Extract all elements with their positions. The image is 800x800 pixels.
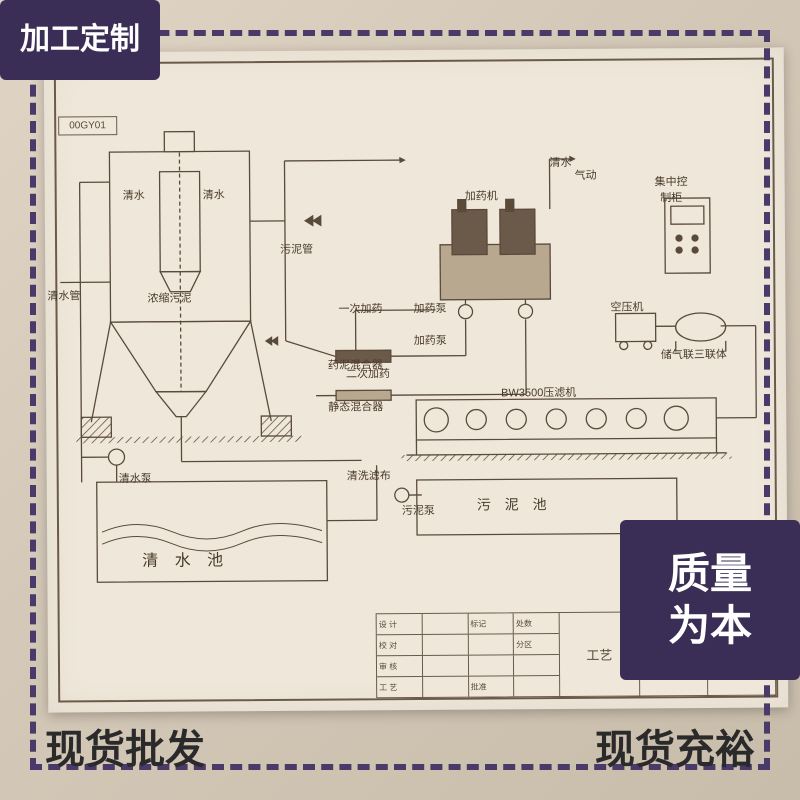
tb-cell: 校 对	[377, 635, 423, 655]
clarifier-tank	[74, 131, 301, 444]
label: 清 水 池	[142, 546, 229, 571]
label: 静态混合器	[328, 398, 383, 414]
tb-cell	[423, 656, 469, 676]
tb-cell: 审 核	[377, 656, 423, 676]
label: 清水管	[47, 287, 80, 303]
badge-text: 为本	[668, 600, 752, 653]
air-compressor	[616, 313, 656, 349]
caption-bottom-left: 现货批发	[45, 717, 205, 775]
tb-cell	[468, 634, 514, 654]
caption-bottom-right: 现货充裕	[595, 717, 755, 775]
label: BW3500压滤机	[501, 384, 576, 401]
badge-top-left: 加工定制	[0, 0, 160, 80]
label: 气动	[575, 167, 597, 183]
label: 清水	[203, 186, 225, 202]
label: 清水泵	[119, 470, 152, 486]
control-cabinet	[665, 198, 711, 273]
label: 集中控 制柜	[655, 173, 688, 205]
tb-cell: 处数	[514, 613, 559, 633]
label: 加药机	[465, 187, 498, 203]
tb-cell	[468, 655, 514, 675]
label: 浓缩污泥	[147, 290, 191, 306]
tb-cell: 分区	[514, 634, 559, 654]
label: 清水	[549, 154, 571, 170]
tb-cell	[423, 677, 469, 697]
badge-bottom-right: 质量 为本	[620, 520, 800, 680]
tb-cell	[514, 676, 559, 696]
tb-cell: 设 计	[377, 614, 423, 634]
label: 储气联三联体	[661, 346, 727, 362]
tb-cell	[514, 655, 559, 675]
label: 清水	[123, 187, 145, 203]
belt-press	[401, 398, 731, 461]
tb-cell: 工 艺	[377, 677, 423, 697]
badge-text: 加工定制	[20, 21, 140, 59]
tb-cell	[423, 635, 469, 655]
tb-cell	[422, 614, 468, 634]
label: 污 泥 池	[477, 494, 552, 515]
badge-text: 质量	[668, 548, 752, 601]
label: 加药泵	[413, 300, 446, 316]
label: 污泥泵	[402, 502, 435, 518]
title-block-left: 设 计 标记 处数 校 对 分区 审 核 工 艺 批准	[377, 613, 561, 697]
label: 一次加药	[338, 300, 382, 316]
label: 药泥混合器	[328, 356, 383, 372]
dosing-machine	[440, 199, 551, 319]
tb-cell: 标记	[468, 613, 514, 633]
label: 空压机	[610, 298, 643, 314]
label: 加药泵	[414, 332, 447, 348]
label: 污泥管	[280, 241, 313, 257]
tb-cell: 批准	[469, 676, 515, 696]
label: 清洗滤布	[347, 467, 391, 483]
